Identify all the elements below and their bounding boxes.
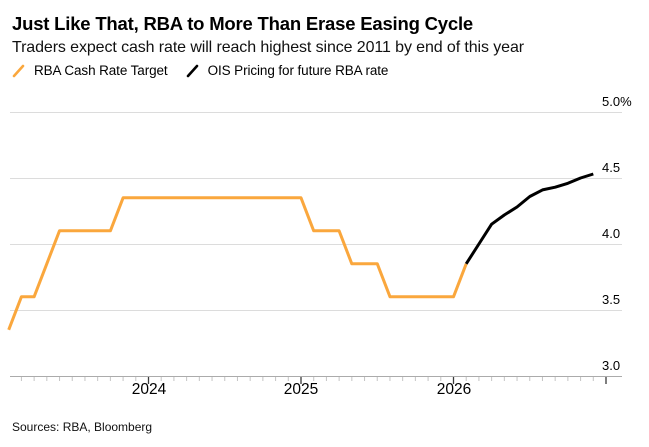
source-note: Sources: RBA, Bloomberg <box>12 420 153 434</box>
y-axis-tick-label: 5.0% <box>602 94 632 109</box>
y-axis-tick-label: 4.0 <box>602 226 621 241</box>
y-axis-tick-label: 4.5 <box>602 160 621 175</box>
legend-item-rba-cash-rate: RBA Cash Rate Target <box>12 63 168 78</box>
y-axis-tick-label: 3.5 <box>602 292 621 307</box>
chart-title: Just Like That, RBA to More Than Erase E… <box>12 13 473 34</box>
chart-subtitle: Traders expect cash rate will reach high… <box>12 39 524 56</box>
y-axis-tick-label: 3.0 <box>602 358 621 373</box>
series-line-rba-cash-rate-target <box>7 196 468 331</box>
orange-slash-icon <box>12 64 25 77</box>
legend-item-ois-pricing: OIS Pricing for future RBA rate <box>186 63 389 78</box>
legend: RBA Cash Rate Target OIS Pricing for fut… <box>12 63 388 78</box>
x-axis-tick-label: 2026 <box>436 381 472 398</box>
series-line-ois-pricing-for-future-rba-rate <box>464 172 594 265</box>
legend-label: RBA Cash Rate Target <box>34 63 168 78</box>
x-axis-tick-label: 2025 <box>283 381 319 398</box>
x-axis-tick-label: 2024 <box>131 381 167 398</box>
black-slash-icon <box>186 64 198 77</box>
legend-label: OIS Pricing for future RBA rate <box>207 63 389 78</box>
